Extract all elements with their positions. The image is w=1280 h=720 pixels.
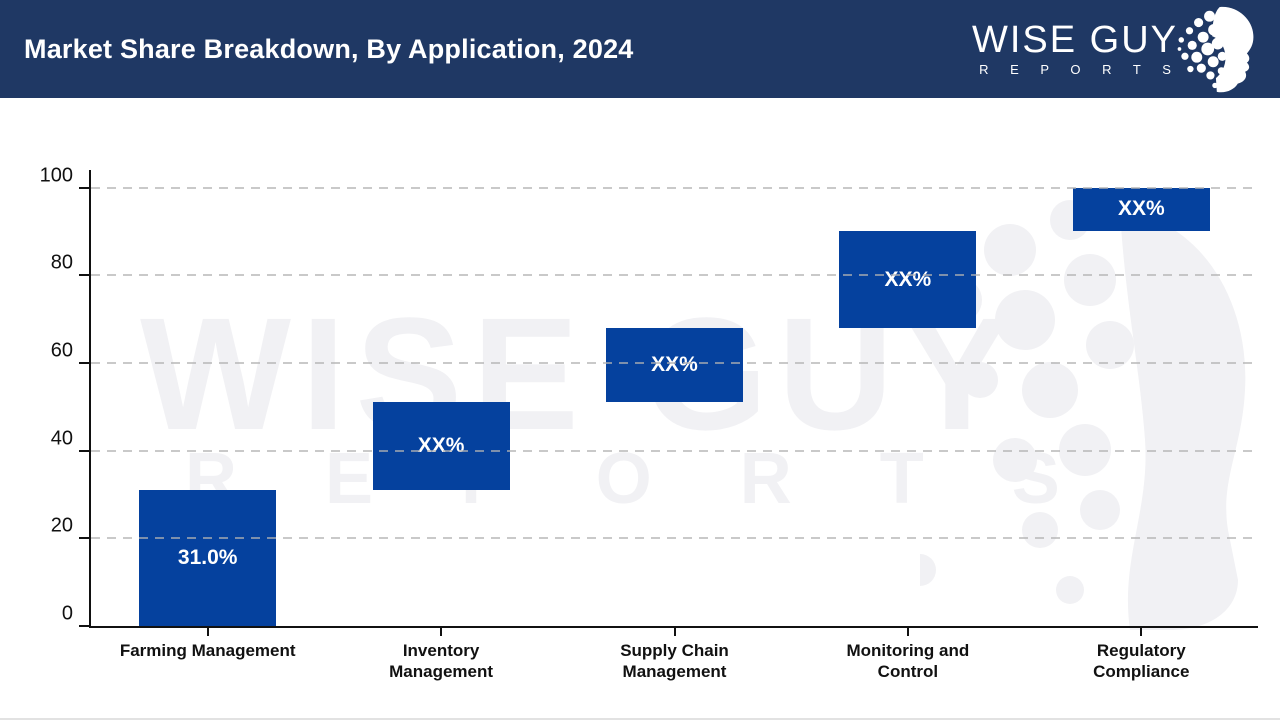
gridline-80 bbox=[91, 274, 1258, 277]
gridline-40 bbox=[91, 449, 1258, 452]
y-axis-tick-20 bbox=[79, 537, 89, 540]
x-category-label-farming-management: Farming Management bbox=[119, 641, 296, 660]
bar-monitoring-and-control: XX% bbox=[839, 231, 977, 328]
y-axis-tick-label-60: 60 bbox=[50, 339, 73, 362]
y-axis-tick-40 bbox=[79, 449, 89, 452]
bar-regulatory-compliance: XX% bbox=[1072, 187, 1210, 232]
x-axis-tick-monitoring-and-control bbox=[906, 628, 909, 636]
y-axis-tick-label-20: 20 bbox=[50, 514, 73, 537]
x-category-label-supply-chain-management: Supply Chain Management bbox=[620, 641, 729, 681]
x-axis-tick-farming-management bbox=[206, 628, 209, 636]
y-axis-tick-0 bbox=[79, 625, 89, 627]
y-axis-tick-80 bbox=[79, 274, 89, 277]
y-axis-tick-label-40: 40 bbox=[50, 427, 73, 450]
y-axis-tick-label-0: 0 bbox=[61, 602, 73, 625]
logo-face-icon bbox=[1177, 6, 1254, 93]
bar-value-label-monitoring-and-control: XX% bbox=[884, 267, 932, 291]
gridline-100 bbox=[91, 186, 1258, 189]
x-axis-tick-supply-chain-management bbox=[673, 628, 676, 636]
brand-logo: WISE GUY R E P O R T S bbox=[972, 5, 1256, 93]
gridline-20 bbox=[91, 537, 1258, 540]
y-axis-tick-label-80: 80 bbox=[50, 251, 73, 274]
bar-farming-management: 31.0% bbox=[139, 490, 277, 626]
chart-title: Market Share Breakdown, By Application, … bbox=[24, 33, 634, 64]
header: Market Share Breakdown, By Application, … bbox=[0, 0, 1280, 98]
bar-value-label-supply-chain-management: XX% bbox=[651, 353, 698, 377]
bar-value-label-farming-management: 31.0% bbox=[177, 546, 238, 570]
bar-value-label-inventory-management: XX% bbox=[417, 434, 465, 458]
x-category-label-inventory-management: Inventory Management bbox=[389, 641, 494, 681]
watermark-subtext: R E P O R T S bbox=[185, 439, 1094, 519]
plot-area: 0 20 40 60 80 100 31.0% Farming Management XX% In… bbox=[40, 164, 1258, 681]
bar-value-label-regulatory-compliance: XX% bbox=[1117, 197, 1165, 221]
bar-supply-chain-management: XX% bbox=[606, 327, 743, 403]
y-axis-tick-100 bbox=[79, 186, 89, 189]
y-axis-tick-60 bbox=[79, 361, 89, 364]
gridline-60 bbox=[91, 361, 1258, 364]
x-category-label-regulatory-compliance: Regulatory Compliance bbox=[1093, 641, 1190, 681]
logo-subtext: R E P O R T S bbox=[979, 62, 1180, 77]
x-category-label-monitoring-and-control: Monitoring and Control bbox=[846, 641, 970, 681]
logo-wordmark: WISE GUY bbox=[971, 19, 1178, 61]
y-axis-tick-label-100: 100 bbox=[39, 164, 73, 186]
x-axis-tick-regulatory-compliance bbox=[1140, 628, 1143, 636]
x-axis-tick-inventory-management bbox=[440, 628, 443, 636]
bar-inventory-management: XX% bbox=[372, 402, 510, 491]
